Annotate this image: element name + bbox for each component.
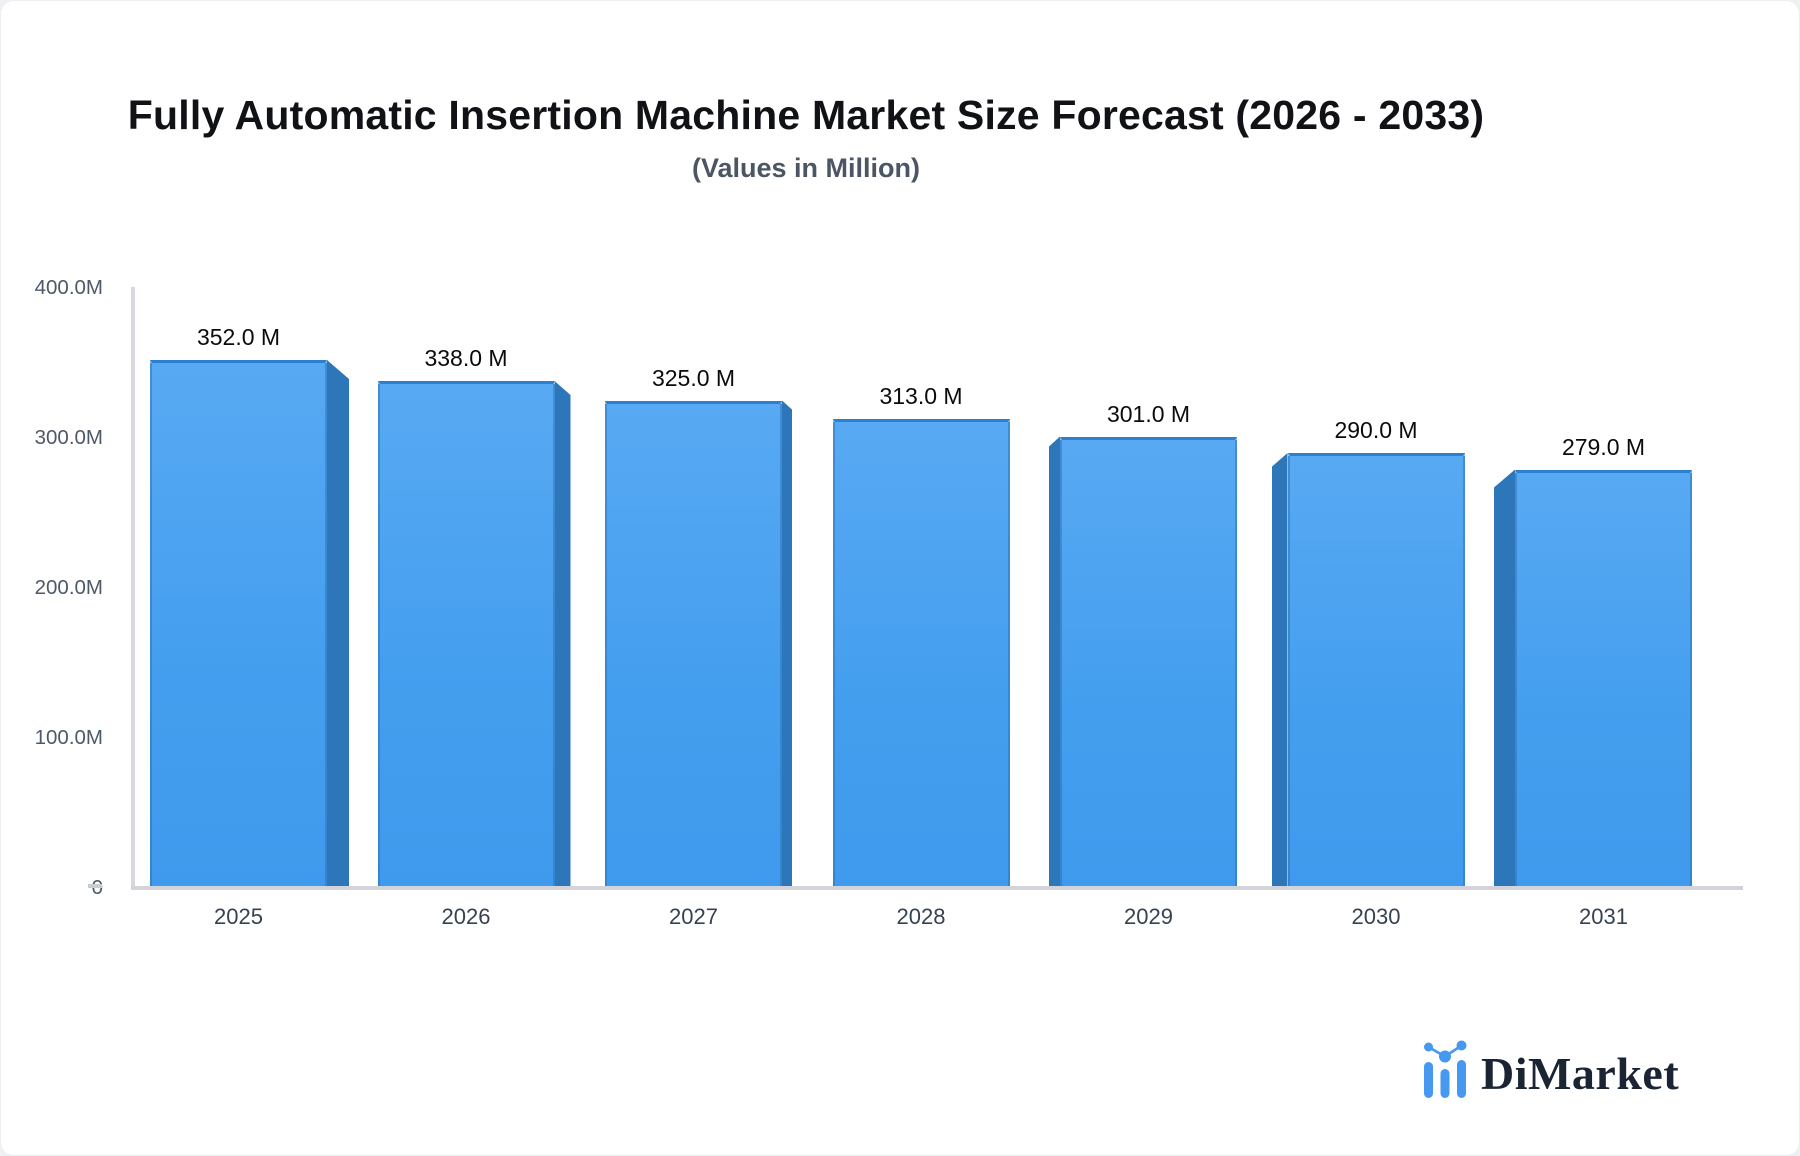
x-tick-label: 2027 xyxy=(669,904,718,929)
chart-header: Fully Automatic Insertion Machine Market… xyxy=(0,92,1612,184)
logo: DiMarket xyxy=(1420,1040,1679,1107)
bar-side-3d xyxy=(782,400,792,888)
bar-face xyxy=(1060,436,1237,888)
chart-title: Fully Automatic Insertion Machine Market… xyxy=(127,92,1485,138)
x-axis-line xyxy=(131,886,1743,890)
x-tick-label: 2030 xyxy=(1351,904,1401,929)
bar-face xyxy=(150,360,327,888)
x-tick-label: 2025 xyxy=(214,904,263,929)
bar-value-label: 338.0 M xyxy=(424,345,508,371)
bar-face xyxy=(377,381,555,888)
logo-text: DiMarket xyxy=(1481,1048,1680,1099)
bar-side-3d xyxy=(1271,453,1288,888)
bar-face xyxy=(1515,469,1692,888)
bar-face xyxy=(832,418,1010,888)
y-tick-label: 100.0M xyxy=(34,726,103,749)
x-tick-label: 2028 xyxy=(896,904,946,929)
bar-chart-logo-icon xyxy=(1420,1040,1470,1107)
bar-value-label: 290.0 M xyxy=(1334,417,1418,443)
zero-tick xyxy=(88,884,102,888)
bar-value-label: 313.0 M xyxy=(879,382,963,409)
bar-value-label: 325.0 M xyxy=(651,364,736,391)
x-tick-label: 2029 xyxy=(1124,904,1173,929)
bar-side-3d xyxy=(1494,469,1515,888)
bar-value-label: 279.0 M xyxy=(1561,433,1646,460)
bar-value-label: 301.0 M xyxy=(1106,400,1191,427)
y-tick-label: 300.0M xyxy=(34,426,103,449)
bar-face xyxy=(605,400,782,888)
y-tick-label: 200.0M xyxy=(34,576,103,599)
y-axis-line xyxy=(131,287,135,890)
bar-side-3d xyxy=(1049,436,1060,888)
bar-face xyxy=(1287,453,1465,888)
bar-side-3d xyxy=(554,381,571,888)
bar-value-label: 352.0 M xyxy=(196,324,281,350)
bar-side-3d xyxy=(327,360,349,888)
chart-subtitle: (Values in Million) xyxy=(691,153,921,183)
x-tick-label: 2026 xyxy=(441,904,491,929)
x-tick-label: 2031 xyxy=(1579,904,1628,929)
y-tick-label: 0 xyxy=(3,876,103,900)
y-tick-label: 400.0M xyxy=(34,276,103,299)
